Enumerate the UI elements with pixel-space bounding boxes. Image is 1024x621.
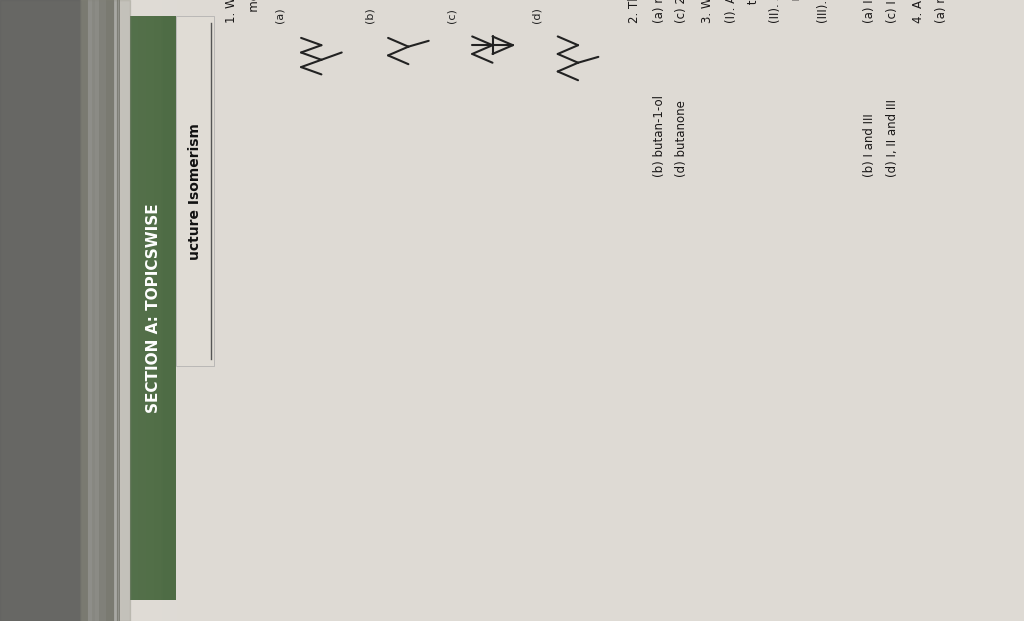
Text: (a): (a) — [274, 7, 285, 24]
Text: methylpentane?: methylpentane? — [248, 0, 261, 24]
Text: (d) I, II and III: (d) I, II and III — [886, 99, 899, 176]
Text: (III). A pair of functional group isomers belongs to: (III). A pair of functional group isomer… — [816, 0, 829, 24]
Text: (II). A pair of structural isomers have the same relative: (II). A pair of structural isomers have … — [769, 0, 781, 24]
Text: (b) butan-1-ol: (b) butan-1-ol — [652, 94, 666, 176]
Text: 4. An isomer of ethanol is:: 4. An isomer of ethanol is: — [912, 0, 926, 24]
Text: SECTION A: TOPICSWISE: SECTION A: TOPICSWISE — [145, 203, 161, 413]
Text: 3. Which of the following statements are correct?: 3. Which of the following statements are… — [700, 0, 714, 24]
Text: (b) I and III: (b) I and III — [863, 113, 876, 176]
Text: (c): (c) — [446, 9, 457, 24]
Polygon shape — [0, 0, 120, 621]
Text: (a) n-propyl methyl ether: (a) n-propyl methyl ether — [652, 0, 666, 24]
Text: (I). A pair of positional isomers differs in the position of: (I). A pair of positional isomers differ… — [725, 0, 738, 24]
Text: 1. Which compound is not the isomer of 3-Ethyl-2-: 1. Which compound is not the isomer of 3… — [225, 0, 238, 24]
Text: the same functional group.: the same functional group. — [746, 0, 760, 24]
Text: 2. The compound which is not isomeric with diethyl ether is: 2. The compound which is not isomeric wi… — [628, 0, 641, 24]
Text: (d): (d) — [531, 7, 541, 24]
Text: (b): (b) — [365, 7, 374, 24]
Text: (a) II and III: (a) II and III — [863, 0, 876, 24]
Text: (a) methanol: (a) methanol — [936, 0, 948, 24]
Text: (d) butanone: (d) butanone — [675, 100, 687, 176]
Polygon shape — [176, 16, 214, 366]
Text: (c) I and II: (c) I and II — [886, 0, 899, 24]
Text: (c) 2-methylpropan-2-ol: (c) 2-methylpropan-2-ol — [675, 0, 687, 24]
Text: molar mass.: molar mass. — [791, 0, 804, 24]
Polygon shape — [130, 16, 176, 600]
Text: different homologous series.: different homologous series. — [839, 0, 851, 24]
Text: ucture Isomerism: ucture Isomerism — [188, 123, 203, 260]
Polygon shape — [120, 0, 1024, 621]
